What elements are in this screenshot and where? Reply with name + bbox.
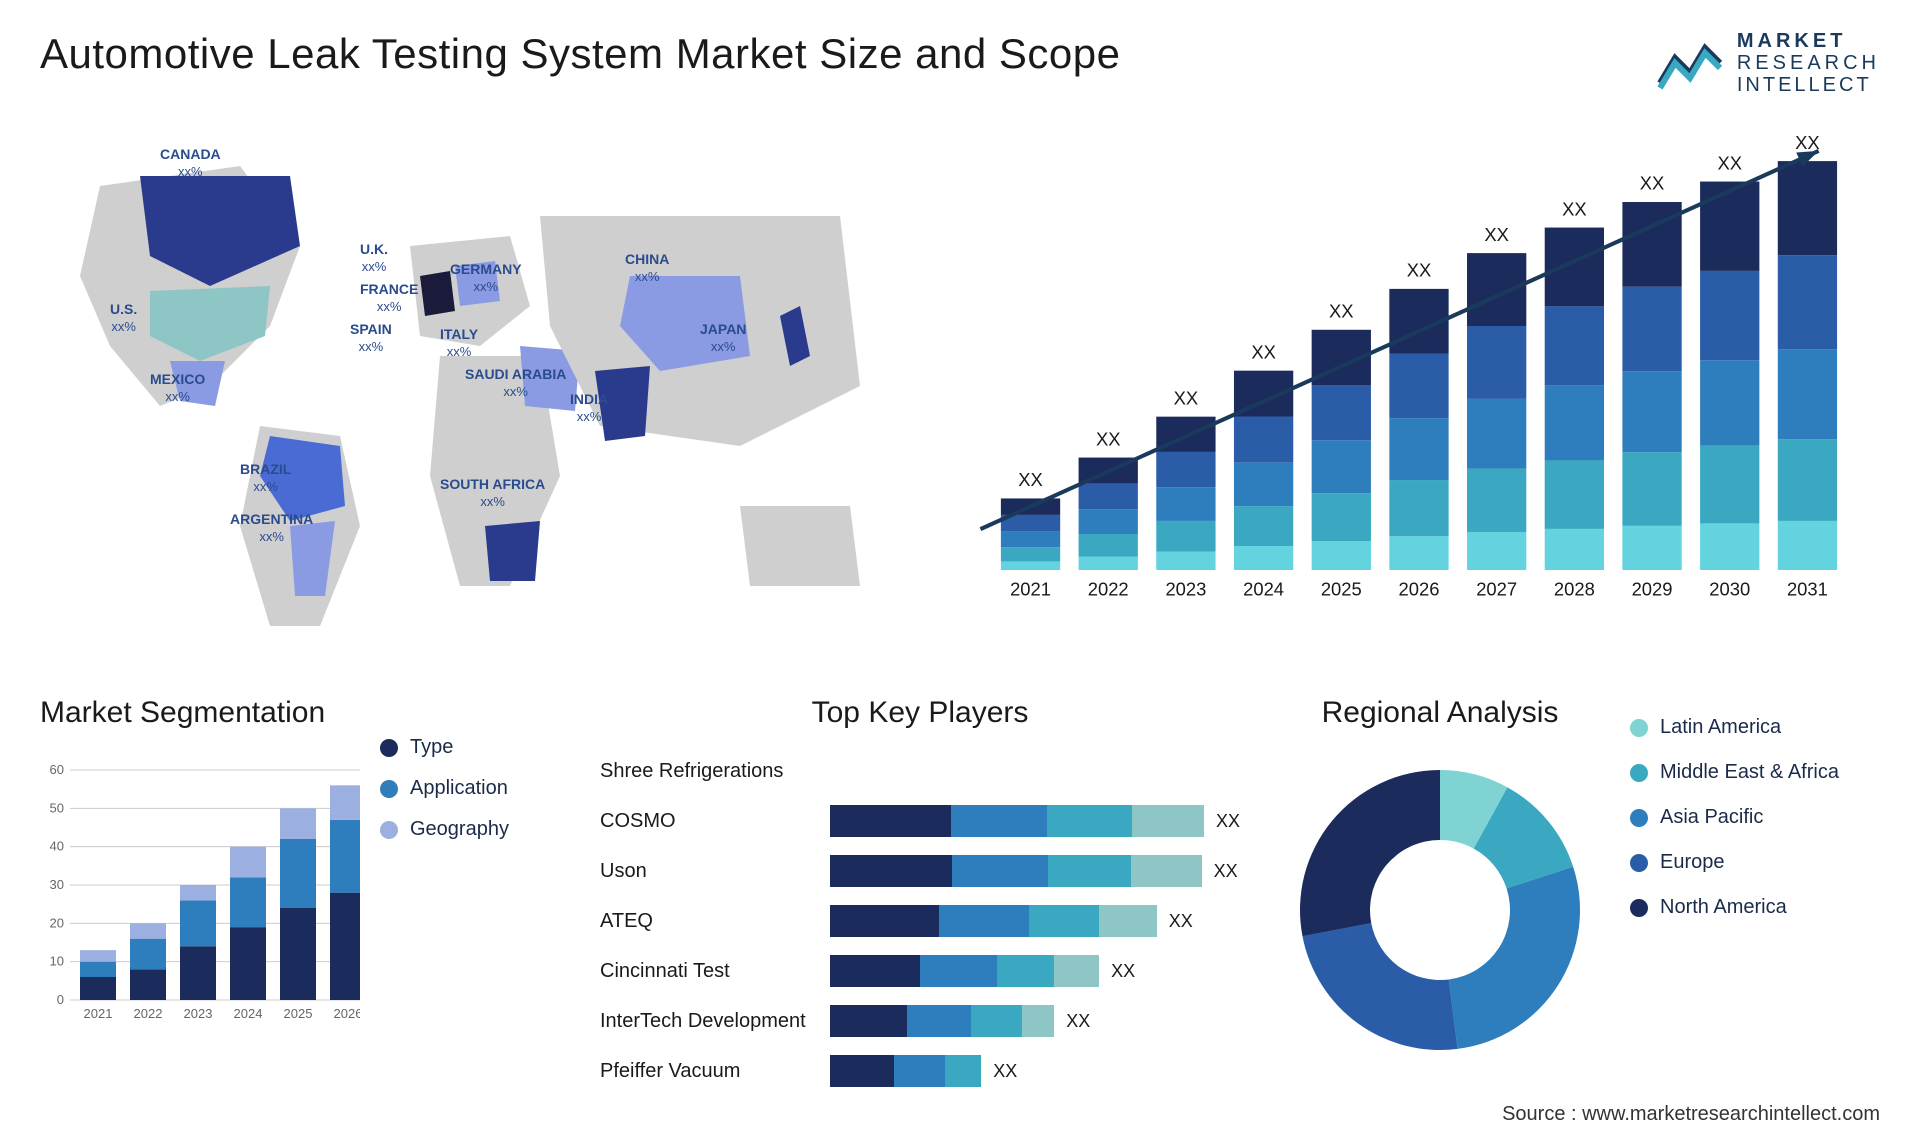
map-label-argentina: ARGENTINAxx% [230,511,313,545]
svg-text:20: 20 [50,915,64,930]
svg-text:XX: XX [1174,387,1199,408]
map-label-brazil: BRAZILxx% [240,461,291,495]
svg-text:30: 30 [50,877,64,892]
player-row: Pfeiffer VacuumXX [600,1050,1240,1092]
player-row: Shree Refrigerations [600,750,1240,792]
map-label-u.s.: U.S.xx% [110,301,137,335]
player-name: Uson [600,860,830,883]
brand-logo: MARKET RESEARCH INTELLECT [1655,30,1880,96]
page-title: Automotive Leak Testing System Market Si… [40,30,1120,78]
svg-text:XX: XX [1251,341,1276,362]
region-legend-middle-east-africa: Middle East & Africa [1630,761,1839,784]
segmentation-title: Market Segmentation [40,696,360,730]
regional-panel: Regional Analysis Latin America Middle Ea… [1280,696,1880,1092]
player-name: InterTech Development [600,1010,830,1033]
map-label-france: FRANCExx% [360,281,418,315]
segmentation-legend: Type Application Geography [380,696,509,1092]
svg-text:XX: XX [1640,173,1665,194]
growth-chart: 2021 XX 2022 XX 2023 XX 2024 XX 2025 XX 2026 XX 2027… [960,126,1880,646]
svg-text:XX: XX [1717,152,1742,173]
player-name: Pfeiffer Vacuum [600,1060,830,1083]
segmentation-panel: Market Segmentation 0 10 20 30 40 50 60 2021 202… [40,696,560,1092]
region-legend-europe: Europe [1630,851,1839,874]
region-legend-asia-pacific: Asia Pacific [1630,806,1839,829]
svg-text:40: 40 [50,839,64,854]
svg-text:60: 60 [50,762,64,777]
seg-legend-type: Type [380,736,509,759]
player-row: ATEQXX [600,900,1240,942]
svg-text:2025: 2025 [1321,579,1362,600]
svg-text:2024: 2024 [1243,579,1284,600]
svg-text:XX: XX [1562,198,1587,219]
map-label-japan: JAPANxx% [700,321,746,355]
svg-text:2026: 2026 [334,1006,360,1021]
map-label-saudi-arabia: SAUDI ARABIAxx% [465,366,566,400]
svg-text:2031: 2031 [1787,579,1828,600]
world-map: CANADAxx% U.S.xx% MEXICOxx% BRAZILxx% ARGENT… [40,126,920,646]
svg-text:2024: 2024 [234,1006,263,1021]
regional-legend: Latin America Middle East & Africa Asia Pa… [1630,696,1839,1092]
svg-text:XX: XX [1407,260,1432,281]
player-row: UsonXX [600,850,1240,892]
player-name: Shree Refrigerations [600,760,830,783]
logo-line1: MARKET [1737,30,1880,52]
svg-text:2022: 2022 [1088,579,1129,600]
regional-title: Regional Analysis [1280,696,1600,730]
svg-text:XX: XX [1795,132,1820,153]
source-text: Source : www.marketresearchintellect.com [1502,1103,1880,1126]
player-row: InterTech DevelopmentXX [600,1000,1240,1042]
map-label-germany: GERMANYxx% [450,261,522,295]
svg-text:XX: XX [1018,469,1043,490]
map-label-u.k.: U.K.xx% [360,241,388,275]
map-label-italy: ITALYxx% [440,326,478,360]
seg-legend-application: Application [380,777,509,800]
region-legend-latin-america: Latin America [1630,716,1839,739]
svg-text:2025: 2025 [284,1006,313,1021]
svg-text:XX: XX [1484,224,1509,245]
map-label-south-africa: SOUTH AFRICAxx% [440,476,545,510]
players-panel: Top Key Players Shree Refrigerations COSM… [600,696,1240,1092]
region-legend-north-america: North America [1630,896,1839,919]
player-name: Cincinnati Test [600,960,830,983]
logo-line2: RESEARCH [1737,52,1880,74]
svg-text:2021: 2021 [84,1006,113,1021]
svg-text:2027: 2027 [1476,579,1517,600]
svg-text:2023: 2023 [184,1006,213,1021]
player-row: Cincinnati TestXX [600,950,1240,992]
map-label-india: INDIAxx% [570,391,608,425]
map-label-mexico: MEXICOxx% [150,371,205,405]
seg-legend-geography: Geography [380,818,509,841]
map-label-canada: CANADAxx% [160,146,221,180]
svg-text:2022: 2022 [134,1006,163,1021]
player-name: COSMO [600,810,830,833]
logo-line3: INTELLECT [1737,74,1880,96]
player-name: ATEQ [600,910,830,933]
svg-text:0: 0 [57,992,64,1007]
svg-text:2026: 2026 [1399,579,1440,600]
svg-text:XX: XX [1096,428,1121,449]
logo-icon [1655,33,1725,93]
svg-text:10: 10 [50,954,64,969]
players-title: Top Key Players [600,696,1240,730]
map-label-china: CHINAxx% [625,251,669,285]
map-label-spain: SPAINxx% [350,321,392,355]
svg-text:2028: 2028 [1554,579,1595,600]
player-row: COSMOXX [600,800,1240,842]
svg-text:2029: 2029 [1632,579,1673,600]
svg-text:XX: XX [1329,301,1354,322]
svg-text:2030: 2030 [1709,579,1750,600]
svg-text:2023: 2023 [1165,579,1206,600]
svg-text:50: 50 [50,800,64,815]
svg-text:2021: 2021 [1010,579,1051,600]
